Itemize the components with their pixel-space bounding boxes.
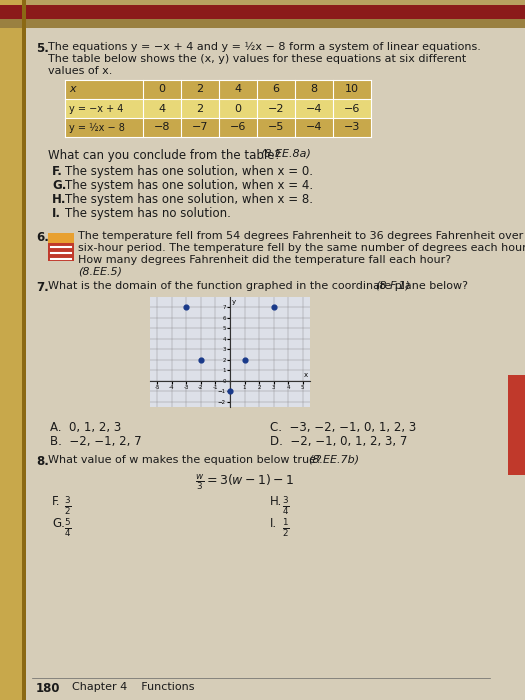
Text: x: x — [69, 85, 76, 95]
Bar — [295, 118, 333, 137]
Text: −7: −7 — [192, 122, 208, 132]
Bar — [508, 375, 525, 475]
Text: C.  −3, −2, −1, 0, 1, 2, 3: C. −3, −2, −1, 0, 1, 2, 3 — [270, 421, 416, 434]
Text: 0: 0 — [235, 104, 242, 113]
Text: 8.: 8. — [36, 455, 49, 468]
Text: The table below shows the (x, y) values for these equations at six different: The table below shows the (x, y) values … — [48, 54, 466, 64]
Bar — [181, 118, 219, 137]
Text: 5.: 5. — [36, 42, 49, 55]
Text: −4: −4 — [306, 122, 322, 132]
Bar — [0, 0, 22, 700]
Text: The system has one solution, when x = 8.: The system has one solution, when x = 8. — [65, 193, 313, 206]
Bar — [0, 0, 525, 28]
Point — [240, 354, 249, 365]
Text: 10: 10 — [345, 85, 359, 95]
Text: −3: −3 — [344, 122, 360, 132]
Bar — [257, 80, 295, 99]
Text: $\frac{3}{4}$: $\frac{3}{4}$ — [282, 495, 290, 517]
Text: H.: H. — [52, 193, 67, 206]
Text: 4: 4 — [159, 104, 165, 113]
Text: $\frac{3}{2}$: $\frac{3}{2}$ — [64, 495, 71, 517]
Text: B.  −2, −1, 2, 7: B. −2, −1, 2, 7 — [50, 435, 142, 448]
Bar — [143, 80, 181, 99]
Text: The equations y = −x + 4 and y = ½x − 8 form a system of linear equations.: The equations y = −x + 4 and y = ½x − 8 … — [48, 42, 481, 52]
Text: $\frac{5}{4}$: $\frac{5}{4}$ — [64, 517, 71, 539]
Text: −6: −6 — [230, 122, 246, 132]
Bar — [257, 118, 295, 137]
Bar — [143, 118, 181, 137]
Text: The system has one solution, when x = 0.: The system has one solution, when x = 0. — [65, 165, 313, 178]
Text: y: y — [232, 299, 236, 305]
Text: x: x — [304, 372, 308, 378]
Text: −6: −6 — [344, 104, 360, 113]
Text: y = ½x − 8: y = ½x − 8 — [69, 122, 125, 132]
Point — [226, 386, 234, 397]
Text: 6: 6 — [272, 85, 279, 95]
Text: 4: 4 — [235, 85, 242, 95]
Text: Chapter 4    Functions: Chapter 4 Functions — [72, 682, 194, 692]
Text: −4: −4 — [306, 104, 322, 113]
Text: G.: G. — [52, 517, 65, 530]
Point — [269, 302, 278, 313]
Text: 0: 0 — [159, 85, 165, 95]
Point — [182, 302, 191, 313]
Text: (8.EE.5): (8.EE.5) — [78, 267, 122, 277]
Text: y = −x + 4: y = −x + 4 — [69, 104, 123, 113]
Bar — [48, 233, 74, 261]
Text: −2: −2 — [268, 104, 284, 113]
Bar — [22, 0, 26, 700]
Bar — [48, 233, 74, 243]
Text: What is the domain of the function graphed in the coordinate plane below?: What is the domain of the function graph… — [48, 281, 468, 291]
Text: −5: −5 — [268, 122, 284, 132]
Bar — [181, 99, 219, 118]
Text: F.: F. — [52, 165, 63, 178]
Text: How many degrees Fahrenheit did the temperature fall each hour?: How many degrees Fahrenheit did the temp… — [78, 255, 451, 265]
Text: F.: F. — [52, 495, 60, 508]
Text: 7.: 7. — [36, 281, 49, 294]
Text: 2: 2 — [196, 104, 204, 113]
Bar — [333, 99, 371, 118]
Bar — [0, 5, 525, 19]
Text: A.  0, 1, 2, 3: A. 0, 1, 2, 3 — [50, 421, 121, 434]
Text: G.: G. — [52, 179, 66, 192]
Bar — [219, 118, 257, 137]
Bar — [65, 118, 143, 137]
Text: $\frac{w}{3} = 3(w-1)-1$: $\frac{w}{3} = 3(w-1)-1$ — [195, 473, 295, 492]
Bar — [65, 80, 143, 99]
Text: values of x.: values of x. — [48, 66, 112, 76]
Text: I.: I. — [52, 207, 61, 220]
Text: 6.: 6. — [36, 231, 49, 244]
Bar — [295, 80, 333, 99]
Text: 180: 180 — [36, 682, 60, 695]
Text: 8: 8 — [310, 85, 318, 95]
Bar — [219, 99, 257, 118]
Bar — [181, 80, 219, 99]
Text: (8.EE.8a): (8.EE.8a) — [260, 149, 311, 159]
Text: 2: 2 — [196, 85, 204, 95]
Bar — [257, 99, 295, 118]
Point — [197, 354, 205, 365]
Bar — [333, 80, 371, 99]
Bar — [0, 19, 525, 28]
Text: (8.EE.7b): (8.EE.7b) — [308, 455, 359, 465]
Text: D.  −2, −1, 0, 1, 2, 3, 7: D. −2, −1, 0, 1, 2, 3, 7 — [270, 435, 407, 448]
Text: The system has no solution.: The system has no solution. — [65, 207, 231, 220]
Bar — [143, 99, 181, 118]
Text: H.: H. — [270, 495, 282, 508]
Bar — [219, 80, 257, 99]
Text: What can you conclude from the table?: What can you conclude from the table? — [48, 149, 281, 162]
Text: $\frac{1}{2}$: $\frac{1}{2}$ — [282, 517, 290, 539]
Text: six-hour period. The temperature fell by the same number of degrees each hour.: six-hour period. The temperature fell by… — [78, 243, 525, 253]
Text: (8.F.1): (8.F.1) — [375, 281, 410, 291]
Bar — [333, 118, 371, 137]
Text: −8: −8 — [154, 122, 170, 132]
Bar — [65, 99, 143, 118]
Text: What value of w makes the equation below true?: What value of w makes the equation below… — [48, 455, 322, 465]
Bar — [295, 99, 333, 118]
Text: The temperature fell from 54 degrees Fahrenheit to 36 degrees Fahrenheit over a: The temperature fell from 54 degrees Fah… — [78, 231, 525, 241]
Text: The system has one solution, when x = 4.: The system has one solution, when x = 4. — [65, 179, 313, 192]
Text: I.: I. — [270, 517, 277, 530]
